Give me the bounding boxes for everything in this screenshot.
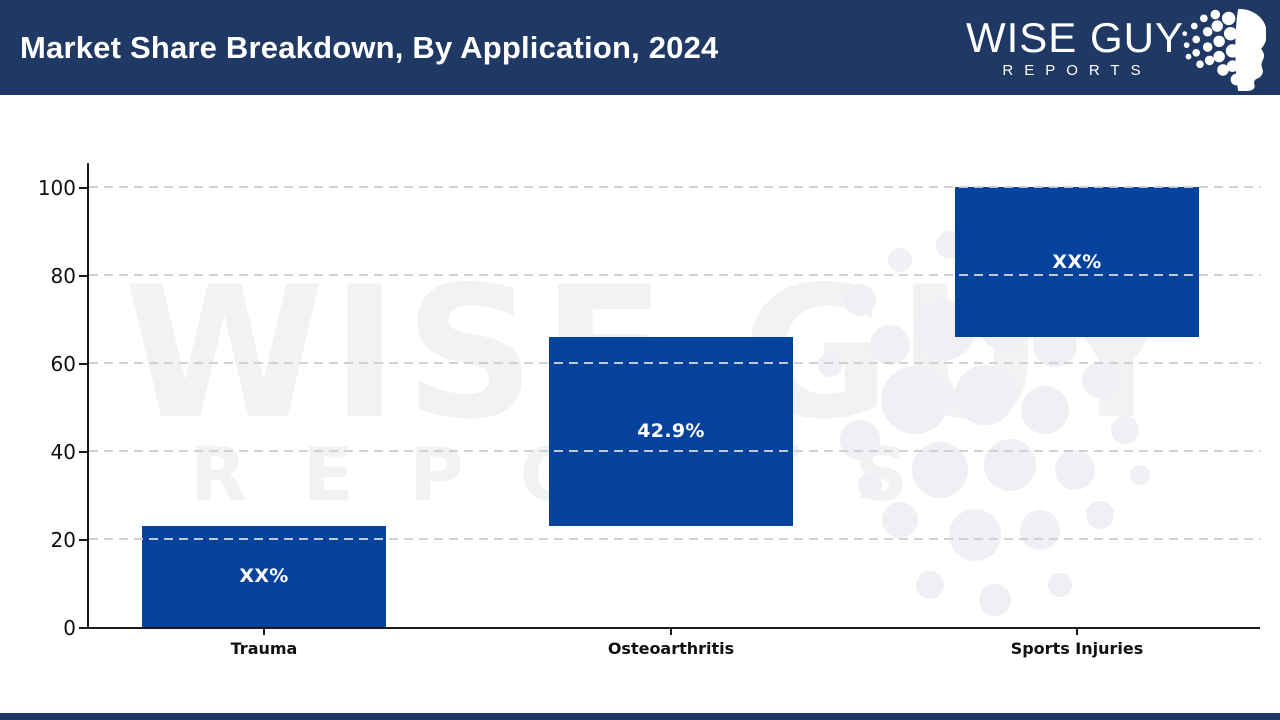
y-axis-line — [87, 163, 89, 629]
x-category-label-1: Osteoarthritis — [607, 639, 735, 658]
y-tick-20 — [79, 539, 87, 541]
y-tick-80 — [79, 275, 87, 277]
bar-value-label: 42.9% — [637, 420, 705, 443]
page-title: Market Share Breakdown, By Application, … — [20, 29, 719, 65]
y-tick-60 — [79, 363, 87, 365]
y-tick-label-20: 20 — [50, 528, 76, 552]
y-tick-label-80: 80 — [50, 264, 76, 288]
bar-trauma: XX% — [142, 525, 386, 627]
brand-logo: WISE GUY REPORTS — [966, 5, 1280, 91]
gridline-y60 — [89, 362, 1261, 364]
bar-osteoarthritis: 42.9% — [549, 337, 793, 526]
brand-name: WISE GUY — [965, 14, 1184, 61]
x-category-label-2: Sports Injuries — [1010, 639, 1144, 658]
y-tick-label-0: 0 — [63, 616, 76, 640]
gridline-y100 — [89, 186, 1261, 188]
brand-logo-text: WISE GUY REPORTS — [965, 14, 1184, 79]
y-tick-0 — [79, 627, 87, 629]
x-tick-1 — [670, 629, 672, 635]
gridline-y20 — [89, 538, 1261, 540]
footer-bar — [0, 713, 1280, 720]
x-axis-line — [87, 627, 1260, 629]
dotted-face-logo-icon — [1182, 8, 1266, 91]
x-category-label-0: Trauma — [230, 639, 298, 658]
y-tick-100 — [79, 187, 87, 189]
y-tick-40 — [79, 451, 87, 453]
y-tick-label-40: 40 — [50, 440, 76, 464]
header-bar: Market Share Breakdown, By Application, … — [0, 0, 1280, 95]
gridline-y40 — [89, 450, 1261, 452]
x-tick-0 — [263, 629, 265, 635]
bar-sports-injuries: XX% — [955, 187, 1199, 338]
bar-value-label: XX% — [1052, 251, 1102, 274]
gridline-y80 — [89, 274, 1261, 276]
y-tick-label-60: 60 — [50, 352, 76, 376]
brand-subtitle: REPORTS — [1002, 62, 1152, 79]
x-tick-2 — [1076, 629, 1078, 635]
y-tick-label-100: 100 — [37, 176, 76, 200]
bar-value-label: XX% — [239, 565, 289, 588]
